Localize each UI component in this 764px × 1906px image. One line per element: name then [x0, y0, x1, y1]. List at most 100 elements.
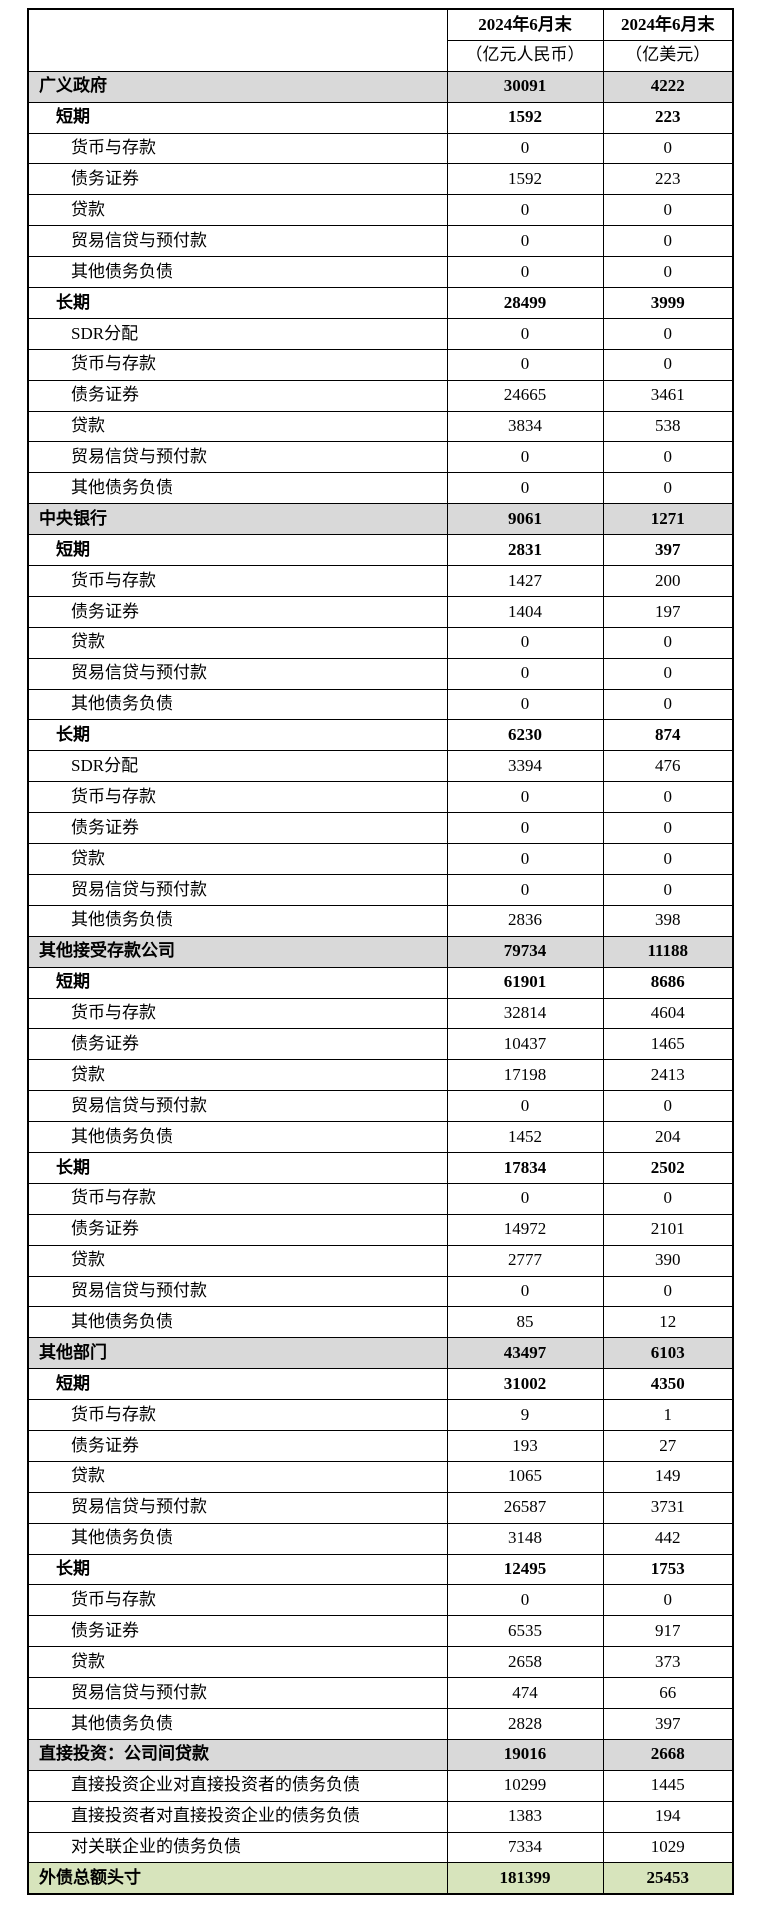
row-label: 其他债务负债 [27, 1522, 448, 1555]
usd-value: 917 [602, 1615, 734, 1648]
row-label: 贸易信贷与预付款 [27, 1677, 448, 1709]
table-row: 直接投资者对直接投资企业的债务负债 1383 194 [27, 1800, 734, 1833]
rmb-value: 1592 [446, 163, 604, 196]
usd-value: 0 [602, 843, 734, 875]
usd-value: 0 [602, 194, 734, 227]
table-row: 债务证券 6535 917 [27, 1615, 734, 1648]
usd-value: 204 [602, 1121, 734, 1153]
table-row: 债务证券 1404 197 [27, 595, 734, 628]
header-period-row: 2024年6月末 2024年6月末 [27, 8, 734, 72]
usd-value: 0 [602, 1182, 734, 1215]
table-row: 直接投资企业对直接投资者的债务负债 10299 1445 [27, 1769, 734, 1802]
table-row: 货币与存款 0 0 [27, 1584, 734, 1617]
rmb-value: 43497 [446, 1337, 604, 1370]
usd-value: 2413 [602, 1059, 734, 1092]
usd-value: 0 [602, 441, 734, 474]
rmb-value: 30091 [446, 70, 604, 103]
row-label: 其他债务负债 [27, 904, 448, 937]
table-row: 贷款 0 0 [27, 626, 734, 659]
row-label: 货币与存款 [27, 1182, 448, 1215]
row-label: 长期 [27, 1151, 448, 1184]
table-row: 其他债务负债 3148 442 [27, 1522, 734, 1555]
table-row: 长期 28499 3999 [27, 287, 734, 319]
row-label: 货币与存款 [27, 1584, 448, 1617]
header-unit-rmb: （亿元人民币） [446, 39, 604, 72]
table-row: 货币与存款 0 0 [27, 132, 734, 165]
usd-value: 373 [602, 1646, 734, 1679]
usd-value: 0 [602, 1275, 734, 1308]
row-label: 债务证券 [27, 1429, 448, 1462]
rmb-value: 0 [446, 781, 604, 814]
usd-value: 0 [602, 688, 734, 721]
usd-value: 8686 [602, 966, 734, 999]
row-label: 直接投资：公司间贷款 [27, 1738, 448, 1771]
row-label: 货币与存款 [27, 997, 448, 1030]
row-label: 贷款 [27, 626, 448, 659]
rmb-value: 1383 [446, 1800, 604, 1833]
table-row: 贷款 3834 538 [27, 410, 734, 443]
row-label: 贷款 [27, 1244, 448, 1277]
rmb-value: 0 [446, 688, 604, 721]
rmb-value: 2831 [446, 534, 604, 567]
rmb-value: 0 [446, 194, 604, 227]
usd-value: 0 [602, 657, 734, 690]
rmb-value: 12495 [446, 1553, 604, 1586]
table-row: 贷款 2658 373 [27, 1646, 734, 1679]
row-label: 其他债务负债 [27, 256, 448, 289]
usd-value: 194 [602, 1800, 734, 1833]
rmb-value: 0 [446, 348, 604, 381]
row-label: 债务证券 [27, 1028, 448, 1061]
row-label: 长期 [27, 1553, 448, 1586]
usd-value: 27 [602, 1429, 734, 1462]
row-label: 债务证券 [27, 379, 448, 412]
row-label: 债务证券 [27, 1615, 448, 1648]
table-row: 贸易信贷与预付款 0 0 [27, 1090, 734, 1123]
rmb-value: 474 [446, 1677, 604, 1709]
usd-value: 4350 [602, 1368, 734, 1401]
table-row: 贸易信贷与预付款 0 0 [27, 1275, 734, 1308]
rmb-value: 0 [446, 132, 604, 165]
usd-value: 0 [602, 812, 734, 845]
row-label: 贸易信贷与预付款 [27, 1090, 448, 1123]
table-row: 贸易信贷与预付款 26587 3731 [27, 1491, 734, 1524]
rmb-value: 79734 [446, 935, 604, 968]
row-label: 贸易信贷与预付款 [27, 873, 448, 906]
table-row: 其他部门 43497 6103 [27, 1337, 734, 1370]
row-label: 贸易信贷与预付款 [27, 1275, 448, 1308]
rmb-value: 0 [446, 657, 604, 690]
table-row: 贷款 2777 390 [27, 1244, 734, 1277]
table-row: 货币与存款 1427 200 [27, 565, 734, 597]
table-row: 货币与存款 0 0 [27, 1182, 734, 1215]
usd-value: 538 [602, 410, 734, 443]
row-label: 其他债务负债 [27, 1306, 448, 1339]
rmb-value: 193 [446, 1429, 604, 1462]
table-row: SDR分配 0 0 [27, 317, 734, 350]
table-row: 其他债务负债 2836 398 [27, 904, 734, 937]
rmb-value: 0 [446, 873, 604, 906]
rmb-value: 2658 [446, 1646, 604, 1679]
usd-value: 476 [602, 750, 734, 783]
table-row: 短期 61901 8686 [27, 966, 734, 999]
row-label: 货币与存款 [27, 348, 448, 381]
header-period-rmb: 2024年6月末 [446, 8, 604, 41]
table-row: 贸易信贷与预付款 474 66 [27, 1677, 734, 1709]
usd-value: 1465 [602, 1028, 734, 1061]
table-row: 债务证券 193 27 [27, 1429, 734, 1462]
table-row: 货币与存款 32814 4604 [27, 997, 734, 1030]
rmb-value: 19016 [446, 1738, 604, 1771]
header-unit-row: （亿元人民币） （亿美元） [28, 39, 734, 72]
usd-value: 442 [602, 1522, 734, 1555]
row-label: 货币与存款 [27, 1399, 448, 1431]
usd-value: 11188 [602, 935, 734, 968]
external-debt-position-table: 2024年6月末 2024年6月末 （亿元人民币） （亿美元） 广义政府 3009… [27, 8, 734, 1896]
table-row: 货币与存款 0 0 [27, 781, 734, 814]
table-row: 其他债务负债 0 0 [27, 688, 734, 721]
row-label: 短期 [27, 534, 448, 567]
row-label: 贷款 [27, 843, 448, 875]
row-label: SDR分配 [27, 750, 448, 783]
table-row: 外债总额头寸 181399 25453 [27, 1862, 734, 1895]
rmb-value: 6230 [446, 719, 604, 752]
row-label: 贷款 [27, 1646, 448, 1679]
row-label: 长期 [27, 287, 448, 319]
row-label: 对关联企业的债务负债 [27, 1831, 448, 1864]
